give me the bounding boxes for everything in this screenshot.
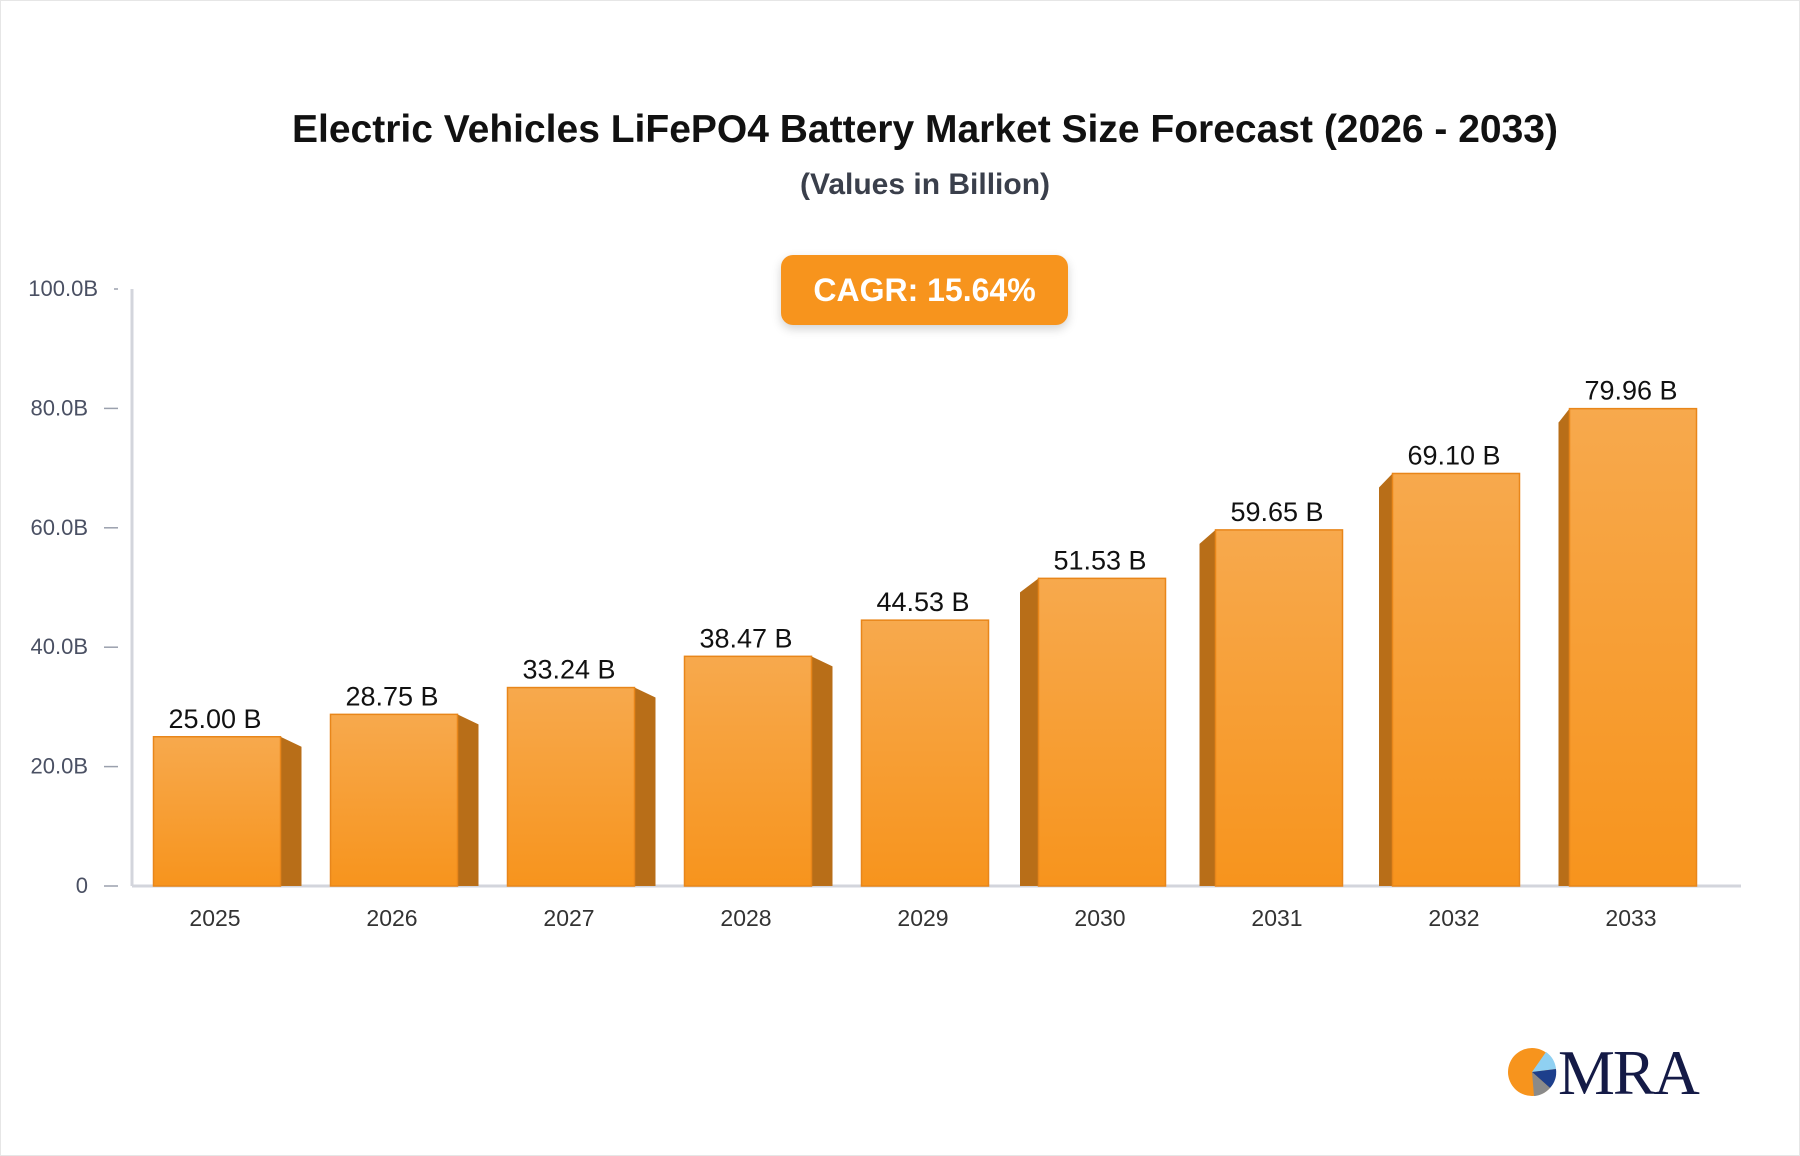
mra-logo: MRA (1506, 1037, 1700, 1108)
data-label: 79.96 B (1584, 376, 1677, 406)
data-label: 69.10 B (1407, 440, 1500, 470)
cagr-badge: CAGR: 15.64% (781, 255, 1068, 325)
data-label: 28.75 B (345, 681, 438, 711)
chart-title: Electric Vehicles LiFePO4 Battery Market… (292, 108, 1558, 151)
bar-side (1199, 529, 1216, 886)
data-label: 59.65 B (1230, 497, 1323, 527)
bar-side (457, 714, 479, 886)
bar (1037, 577, 1167, 887)
x-tick-label: 2032 (1428, 905, 1479, 931)
x-tick-label: 2029 (897, 905, 948, 931)
y-tick-label: 20.0B (31, 754, 89, 779)
bar (1214, 529, 1344, 887)
data-label: 25.00 B (168, 704, 261, 734)
bar (329, 713, 459, 887)
bar-side (1020, 578, 1039, 886)
bar (1568, 407, 1698, 887)
bar (152, 736, 282, 887)
y-tick-label: 60.0B (31, 515, 89, 540)
x-tick-label: 2031 (1251, 905, 1302, 931)
data-label: 33.24 B (522, 655, 615, 685)
logo-text: MRA (1558, 1037, 1700, 1108)
bar-side (280, 736, 302, 886)
bar (683, 655, 813, 887)
x-tick-label: 2026 (366, 905, 417, 931)
x-tick-label: 2027 (543, 905, 594, 931)
y-tick-label: 40.0B (31, 634, 89, 659)
x-tick-label: 2033 (1605, 905, 1656, 931)
bar-side (811, 656, 833, 886)
bar-side (1558, 408, 1570, 886)
bar (1391, 472, 1521, 887)
x-tick-label: 2025 (189, 905, 240, 931)
x-tick-label: 2028 (720, 905, 771, 931)
x-tick-label: 2030 (1074, 905, 1125, 931)
data-label: 38.47 B (699, 623, 792, 653)
bar (860, 619, 990, 887)
bar-side (1379, 473, 1393, 886)
pie-logo-icon (1508, 1048, 1557, 1096)
y-tick-label: 80.0B (31, 395, 89, 420)
data-label: 44.53 B (876, 587, 969, 617)
bar (506, 686, 636, 887)
chart-subtitle: (Values in Billion) (799, 168, 1051, 201)
bar-side (634, 687, 656, 886)
y-tick-label: 0 (76, 873, 88, 898)
y-tick-label: 100.0B (28, 276, 98, 301)
data-label: 51.53 B (1053, 545, 1146, 575)
